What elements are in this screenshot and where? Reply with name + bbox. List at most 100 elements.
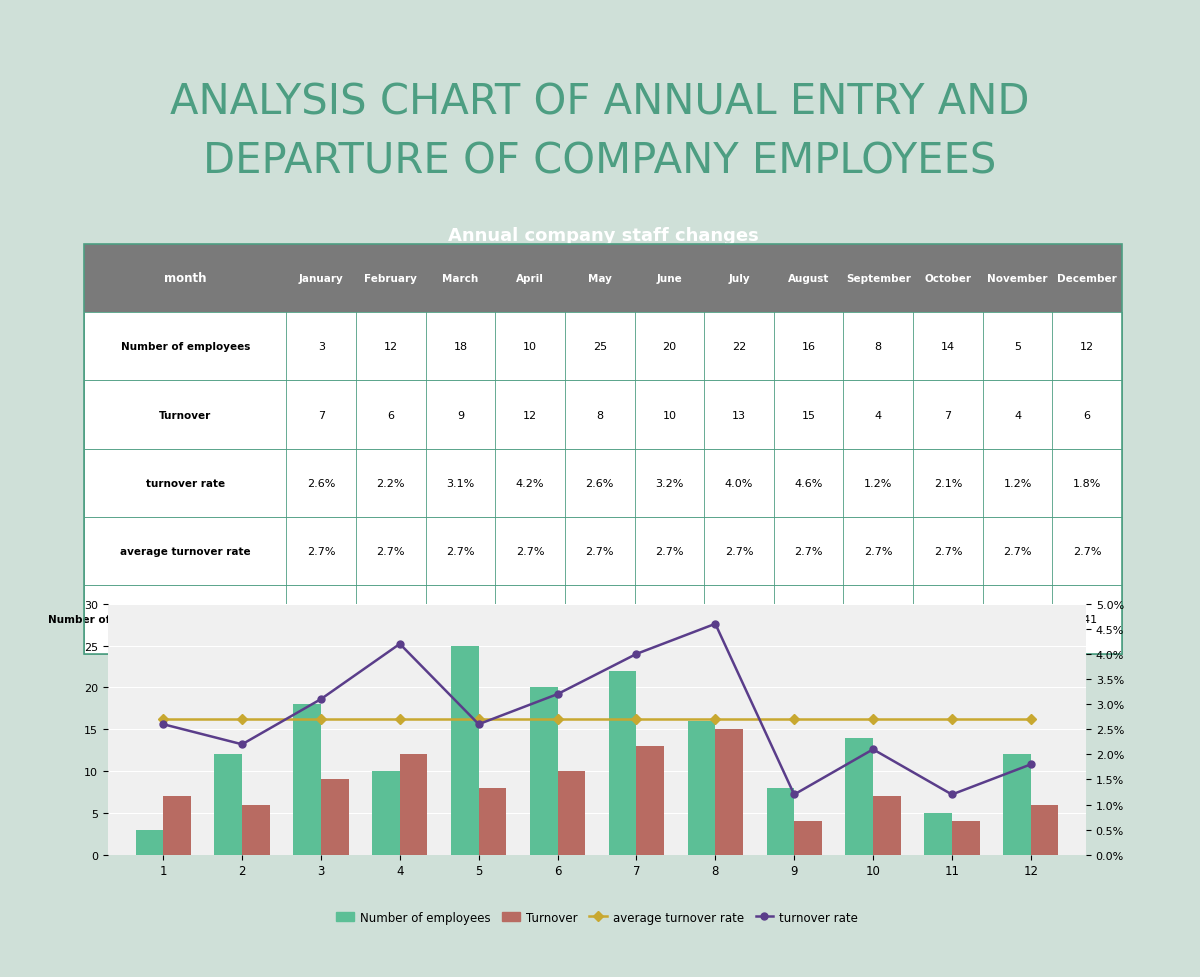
Text: 303: 303: [589, 615, 611, 625]
Line: turnover rate: turnover rate: [160, 620, 1034, 798]
Text: 3: 3: [318, 342, 325, 352]
average turnover rate: [787, 713, 802, 725]
Bar: [558, 771, 586, 855]
Text: January: January: [299, 274, 343, 283]
Bar: [84, 449, 1122, 518]
Text: 2.6%: 2.6%: [307, 479, 336, 488]
average turnover rate: [708, 713, 722, 725]
Text: average turnover rate: average turnover rate: [120, 546, 251, 557]
Text: 2.7%: 2.7%: [934, 546, 962, 557]
Text: 2.7%: 2.7%: [864, 546, 893, 557]
Text: 1.8%: 1.8%: [1073, 479, 1102, 488]
Line: average turnover rate: average turnover rate: [160, 716, 1034, 723]
Text: April: April: [516, 274, 544, 283]
Bar: [84, 313, 1122, 381]
Text: ANALYSIS CHART OF ANNUAL ENTRY AND: ANALYSIS CHART OF ANNUAL ENTRY AND: [170, 82, 1030, 123]
Text: 288: 288: [450, 615, 472, 625]
turnover rate: [235, 739, 250, 750]
Text: 3.1%: 3.1%: [446, 479, 475, 488]
Text: 8: 8: [596, 410, 604, 420]
Text: 8: 8: [875, 342, 882, 352]
Bar: [924, 813, 952, 855]
Text: 9: 9: [457, 410, 464, 420]
Legend: Number of employees, Turnover, average turnover rate, turnover rate: Number of employees, Turnover, average t…: [331, 906, 863, 928]
turnover rate: [866, 743, 881, 755]
Bar: [688, 721, 715, 855]
Text: 2.7%: 2.7%: [655, 546, 684, 557]
Bar: [874, 796, 901, 855]
average turnover rate: [472, 713, 486, 725]
Bar: [636, 746, 664, 855]
turnover rate: [944, 788, 959, 800]
average turnover rate: [235, 713, 250, 725]
Bar: [84, 518, 1122, 585]
average turnover rate: [392, 713, 407, 725]
Bar: [767, 788, 794, 855]
Text: turnover rate: turnover rate: [145, 479, 224, 488]
average turnover rate: [551, 713, 565, 725]
Text: 6: 6: [388, 410, 395, 420]
Bar: [136, 829, 163, 855]
Text: 25: 25: [593, 342, 607, 352]
Text: 4.6%: 4.6%: [794, 479, 823, 488]
Bar: [530, 688, 558, 855]
Bar: [163, 796, 191, 855]
average turnover rate: [866, 713, 881, 725]
Text: 2.7%: 2.7%: [377, 546, 406, 557]
Text: 14: 14: [941, 342, 955, 352]
Text: 341: 341: [1076, 615, 1098, 625]
Text: Turnover: Turnover: [160, 410, 211, 420]
Text: 279: 279: [380, 615, 402, 625]
Bar: [952, 822, 979, 855]
Text: DEPARTURE OF COMPANY EMPLOYEES: DEPARTURE OF COMPANY EMPLOYEES: [203, 141, 997, 182]
Text: month: month: [164, 273, 206, 285]
Text: 2.7%: 2.7%: [1073, 546, 1102, 557]
Bar: [479, 788, 506, 855]
Text: 273: 273: [311, 615, 332, 625]
average turnover rate: [156, 713, 170, 725]
turnover rate: [787, 788, 802, 800]
Bar: [1031, 805, 1058, 855]
Bar: [293, 704, 320, 855]
Bar: [372, 771, 400, 855]
Text: 1.2%: 1.2%: [864, 479, 893, 488]
Text: 1.2%: 1.2%: [1003, 479, 1032, 488]
Text: 2.2%: 2.2%: [377, 479, 406, 488]
Text: Number of employees: Number of employees: [120, 342, 250, 352]
Text: 2.7%: 2.7%: [446, 546, 475, 557]
Text: 10: 10: [523, 342, 538, 352]
Text: August: August: [788, 274, 829, 283]
Text: 18: 18: [454, 342, 468, 352]
Text: 327: 327: [868, 615, 889, 625]
Text: 3.2%: 3.2%: [655, 479, 684, 488]
Bar: [215, 754, 242, 855]
Text: 322: 322: [728, 615, 750, 625]
Bar: [794, 822, 822, 855]
turnover rate: [156, 719, 170, 731]
turnover rate: [1024, 759, 1038, 771]
Text: 2.7%: 2.7%: [1003, 546, 1032, 557]
Text: May: May: [588, 274, 612, 283]
Bar: [320, 780, 348, 855]
Text: June: June: [656, 274, 683, 283]
Text: 5: 5: [1014, 342, 1021, 352]
Text: 6: 6: [1084, 410, 1091, 420]
Text: 22: 22: [732, 342, 746, 352]
Text: 2.6%: 2.6%: [586, 479, 614, 488]
Text: October: October: [924, 274, 972, 283]
Bar: [84, 381, 1122, 449]
Text: 2.7%: 2.7%: [725, 546, 754, 557]
average turnover rate: [944, 713, 959, 725]
Bar: [242, 805, 270, 855]
Text: 7: 7: [318, 410, 325, 420]
turnover rate: [708, 618, 722, 630]
Text: Number of employees at the end of the month: Number of employees at the end of the mo…: [48, 615, 323, 625]
Text: February: February: [365, 274, 418, 283]
Text: 16: 16: [802, 342, 816, 352]
Text: 2.7%: 2.7%: [794, 546, 823, 557]
Text: 4.0%: 4.0%: [725, 479, 754, 488]
Text: 2.7%: 2.7%: [516, 546, 545, 557]
average turnover rate: [629, 713, 643, 725]
Bar: [84, 585, 1122, 654]
Text: 15: 15: [802, 410, 816, 420]
